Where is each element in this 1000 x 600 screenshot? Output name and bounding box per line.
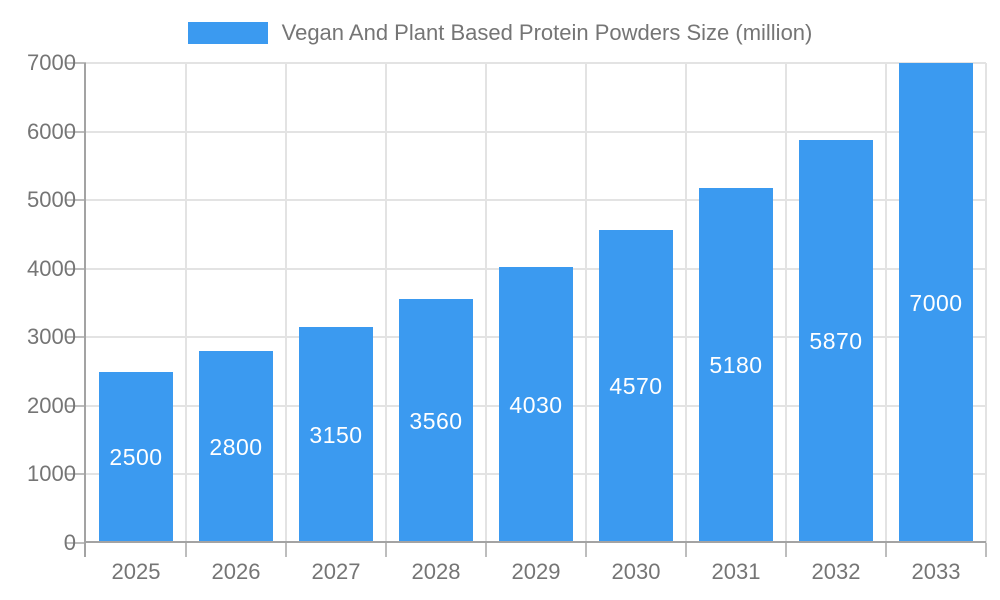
gridline-vertical — [185, 63, 187, 543]
x-tick-label: 2026 — [211, 559, 261, 584]
bar-2032[interactable]: 5870 — [799, 140, 873, 543]
gridline-horizontal — [86, 199, 986, 202]
x-tick-label: 2033 — [911, 559, 961, 584]
chart-legend[interactable]: Vegan And Plant Based Protein Powders Si… — [0, 18, 1000, 48]
x-axis-tick — [785, 543, 787, 557]
x-tick-label: 2032 — [811, 559, 861, 584]
x-tick-label: 2031 — [711, 559, 761, 584]
bar-2025[interactable]: 2500 — [99, 372, 173, 543]
x-axis-tick — [385, 543, 387, 557]
gridline-vertical — [285, 63, 287, 543]
y-axis-tick — [66, 473, 86, 476]
x-axis-line — [84, 541, 986, 543]
y-axis-tick — [66, 130, 86, 133]
y-axis-tick — [66, 62, 86, 64]
bar-value-label: 2800 — [209, 433, 263, 460]
x-tick-label: 2025 — [111, 559, 161, 584]
y-tick-label: 5000 — [27, 187, 76, 213]
bar-2029[interactable]: 4030 — [499, 267, 573, 543]
y-tick-label: 4000 — [27, 255, 76, 281]
gridline-vertical — [785, 63, 787, 543]
y-axis-tick — [66, 404, 86, 407]
bar-2027[interactable]: 3150 — [299, 327, 373, 543]
x-axis-tick — [885, 543, 887, 557]
y-tick-label: 7000 — [27, 50, 76, 75]
legend-swatch[interactable] — [187, 22, 268, 44]
bar-value-label: 5870 — [809, 328, 863, 354]
x-tick-label: 2028 — [411, 559, 461, 584]
bar-value-label: 4030 — [509, 391, 563, 418]
y-tick-label: 0 — [63, 530, 76, 555]
x-tick-label: 2029 — [511, 559, 561, 584]
gridline-horizontal — [86, 130, 986, 133]
bar-2033[interactable]: 7000 — [899, 63, 973, 543]
bar-2031[interactable]: 5180 — [699, 188, 773, 543]
y-axis-tick — [66, 267, 86, 270]
bar-value-label: 3150 — [309, 421, 363, 448]
bar-value-label: 3560 — [409, 407, 463, 434]
x-axis-tick — [585, 543, 587, 557]
x-axis-tick — [985, 543, 987, 557]
gridline-vertical — [985, 63, 987, 543]
gridline-vertical — [885, 63, 887, 543]
y-tick-label: 6000 — [27, 118, 76, 144]
x-axis-tick — [185, 543, 187, 557]
x-tick-label: 2027 — [311, 559, 361, 584]
bar-value-label: 2500 — [109, 444, 163, 470]
legend-label: Vegan And Plant Based Protein Powders Si… — [281, 20, 813, 45]
y-axis-line — [84, 63, 86, 557]
gridline-vertical — [485, 63, 487, 543]
bar-value-label: 7000 — [909, 289, 963, 316]
bar-2028[interactable]: 3560 — [399, 299, 473, 543]
y-axis-tick — [66, 542, 86, 544]
gridline-vertical — [385, 63, 387, 543]
y-tick-label: 1000 — [27, 461, 76, 487]
y-axis-tick — [66, 336, 86, 339]
x-axis-tick — [685, 543, 687, 557]
bar-2026[interactable]: 2800 — [199, 351, 273, 543]
x-axis-tick — [485, 543, 487, 557]
y-tick-label: 3000 — [27, 324, 76, 350]
x-tick-label: 2030 — [611, 559, 661, 584]
y-tick-label: 2000 — [27, 392, 76, 418]
gridline-vertical — [685, 63, 687, 543]
bar-2030[interactable]: 4570 — [599, 230, 673, 543]
bar-value-label: 5180 — [709, 352, 763, 378]
y-axis-tick — [66, 199, 86, 202]
gridline-vertical — [585, 63, 587, 543]
gridline-horizontal — [86, 62, 986, 64]
x-axis-tick — [285, 543, 287, 557]
bar-value-label: 4570 — [609, 373, 663, 399]
